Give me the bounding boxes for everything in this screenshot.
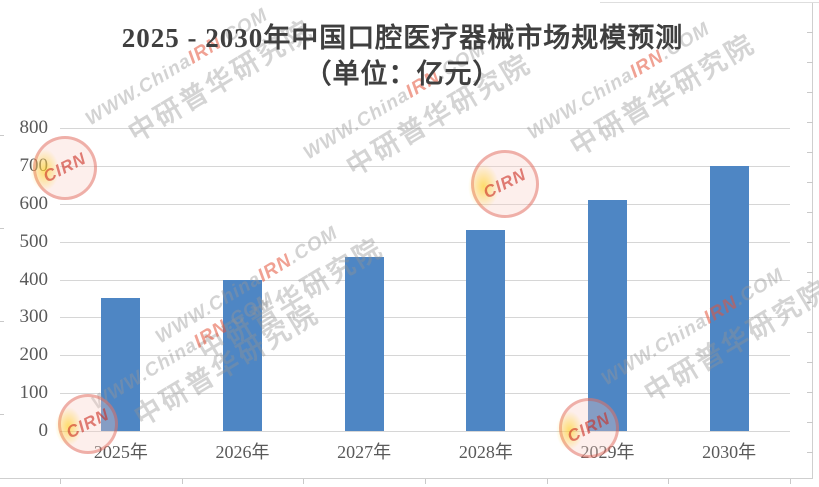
x-axis-tick-label: 2027年 (337, 442, 392, 462)
bar (466, 230, 506, 431)
category-tick (425, 478, 426, 484)
y-axis-tick-label: 500 (19, 230, 49, 252)
right-edge-tick (807, 32, 813, 33)
top-border-line (600, 2, 819, 3)
watermark-tile: WWW.ChinaIRN.COM 中研普华研究院 (598, 248, 819, 425)
y-axis-tick-label: 100 (19, 382, 49, 404)
y-axis-tick-label: 0 (38, 420, 49, 441)
y-axis-tick-label: 700 (19, 154, 49, 176)
x-axis-tick-label: 2029年 (580, 442, 635, 462)
chart-subtitle: （单位：亿元） (304, 59, 501, 89)
right-edge-tick (807, 332, 813, 333)
x-axis-tick-label: 2026年 (215, 442, 270, 462)
gridline (60, 393, 790, 395)
category-tick (60, 478, 61, 484)
left-edge-tick (0, 228, 4, 229)
category-tick (668, 478, 670, 484)
gridline (60, 355, 790, 357)
right-edge-tick (807, 392, 813, 393)
watermark-site-text: WWW.ChinaIRN.COM (598, 264, 788, 391)
gridline (60, 317, 790, 319)
y-axis-tick-label: 200 (19, 344, 49, 366)
gridline (60, 241, 790, 243)
right-edge-tick (807, 182, 813, 183)
bar (344, 256, 384, 431)
bottom-axis-line (0, 478, 813, 479)
category-tick (790, 478, 791, 484)
gridline (60, 279, 790, 281)
gridline (60, 203, 790, 205)
chart-title: 2025 - 2030年中国口腔医疗器械市场规模预测 (121, 23, 684, 53)
stamp-glow (55, 406, 82, 446)
cirn-stamp-text: CIRN (480, 164, 530, 203)
right-edge-tick (807, 92, 813, 93)
bar (709, 165, 749, 431)
right-edge-tick (807, 152, 813, 153)
right-border-line (812, 2, 813, 479)
bar (588, 199, 627, 431)
gridline (60, 128, 790, 129)
right-edge-tick (807, 362, 813, 363)
x-axis-tick-label: 2030年 (702, 442, 757, 462)
left-edge-tick (0, 414, 4, 415)
right-edge-tick (807, 302, 813, 303)
y-axis-tick-label: 800 (19, 117, 49, 138)
right-edge-tick (807, 272, 813, 273)
right-edge-tick (807, 122, 813, 123)
y-axis-tick-label: 400 (19, 268, 49, 290)
right-edge-tick (807, 452, 813, 453)
right-edge-tick (807, 242, 813, 243)
stamp-glow (468, 164, 499, 209)
right-edge-tick (807, 422, 813, 423)
y-axis-tick-label: 600 (19, 192, 49, 214)
x-axis-tick-label: 2025年 (93, 442, 148, 462)
category-tick (303, 478, 305, 484)
gridline (60, 431, 790, 432)
bar (223, 279, 262, 431)
y-axis-tick-label: 300 (19, 306, 49, 328)
cirn-stamp: CIRN (468, 150, 539, 218)
gridline (60, 165, 790, 167)
category-tick (546, 478, 548, 484)
right-edge-tick (807, 212, 813, 213)
category-tick (181, 478, 183, 484)
left-edge-tick (0, 135, 4, 136)
right-edge-tick (807, 62, 813, 63)
bar (101, 298, 141, 431)
chart-title-block: 2025 - 2030年中国口腔医疗器械市场规模预测 （单位：亿元） (0, 20, 805, 92)
x-axis-tick-label: 2028年 (458, 442, 513, 462)
left-edge-tick (0, 321, 4, 322)
